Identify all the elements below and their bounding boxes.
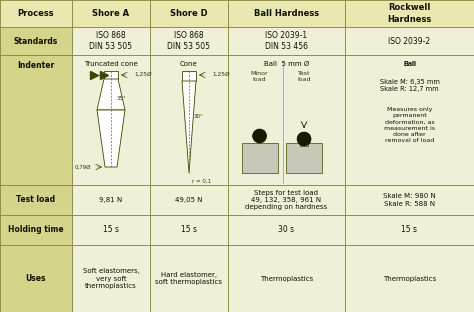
Text: Measures only
permanent
deformation, as
measurement is
done after
removal of loa: Measures only permanent deformation, as … (384, 107, 435, 143)
Text: 1,25Ø: 1,25Ø (134, 71, 152, 76)
Text: 30°: 30° (194, 115, 204, 119)
Text: Skale M: 6,35 mm
Skale R: 12,7 mm: Skale M: 6,35 mm Skale R: 12,7 mm (380, 79, 439, 92)
Bar (228, 55, 345, 185)
Bar (0, 215, 72, 245)
Text: Cone: Cone (180, 61, 198, 67)
Polygon shape (97, 110, 125, 167)
Bar (150, 185, 228, 215)
Text: ISO 868
DIN 53 505: ISO 868 DIN 53 505 (167, 31, 210, 51)
Text: Minor
load: Minor load (251, 71, 268, 82)
Text: ISO 2039-1
DIN 53 456: ISO 2039-1 DIN 53 456 (265, 31, 308, 51)
Text: Test
load: Test load (297, 71, 311, 82)
Text: Indenter: Indenter (18, 61, 55, 70)
Text: 9,81 N: 9,81 N (100, 197, 123, 203)
Bar (72, 55, 150, 185)
Bar (72, 245, 150, 312)
Text: ISO 2039-2: ISO 2039-2 (388, 37, 430, 46)
Bar (345, 27, 474, 55)
Bar (345, 245, 474, 312)
Text: Shore A: Shore A (92, 9, 129, 18)
Text: Skale M: 980 N
Skale R: 588 N: Skale M: 980 N Skale R: 588 N (383, 193, 436, 207)
Text: Uses: Uses (26, 274, 46, 283)
Bar (242, 143, 278, 173)
Bar (345, 55, 474, 185)
Bar (150, 245, 228, 312)
Bar (72, 215, 150, 245)
Text: Ball: Ball (403, 61, 416, 67)
Bar (345, 215, 474, 245)
Text: Steps for test load
49, 132, 358, 961 N
depending on hardness: Steps for test load 49, 132, 358, 961 N … (246, 189, 328, 211)
Text: Truncated cone: Truncated cone (84, 61, 138, 67)
Text: Holding time: Holding time (8, 226, 64, 235)
Text: 49,05 N: 49,05 N (175, 197, 203, 203)
Text: Standards: Standards (14, 37, 58, 46)
Text: Hard elastomer,
soft thermoplastics: Hard elastomer, soft thermoplastics (155, 272, 222, 285)
Text: Thermoplastics: Thermoplastics (383, 275, 436, 281)
Bar (72, 185, 150, 215)
Bar (72, 27, 150, 55)
Text: Shore D: Shore D (170, 9, 208, 18)
Text: Ball: Ball (403, 61, 416, 67)
Bar (228, 215, 345, 245)
Text: Ball  5 mm Ø: Ball 5 mm Ø (264, 61, 309, 67)
Text: Process: Process (18, 9, 55, 18)
Bar (0, 0, 72, 27)
Polygon shape (97, 79, 125, 110)
Bar (150, 55, 228, 185)
Text: Soft elastomers,
very soft
thermoplastics: Soft elastomers, very soft thermoplastic… (82, 268, 139, 289)
Text: 1,25Ø: 1,25Ø (212, 71, 229, 76)
Bar (228, 0, 345, 27)
Circle shape (253, 129, 266, 143)
Bar (150, 215, 228, 245)
Text: Test load: Test load (17, 196, 55, 204)
Text: Thermoplastics: Thermoplastics (260, 275, 313, 281)
Text: 15 s: 15 s (181, 226, 197, 235)
Text: ISO 868
DIN 53 505: ISO 868 DIN 53 505 (90, 31, 133, 51)
Text: 35°: 35° (117, 95, 127, 100)
Bar (345, 185, 474, 215)
Bar (228, 27, 345, 55)
Bar (0, 185, 72, 215)
Bar (0, 27, 72, 55)
Text: Rockwell
Hardness: Rockwell Hardness (387, 3, 432, 23)
Text: 0,79Ø: 0,79Ø (74, 164, 91, 169)
Bar (150, 0, 228, 27)
Polygon shape (182, 71, 196, 81)
Polygon shape (286, 143, 322, 173)
Text: r = 0,1: r = 0,1 (192, 179, 211, 184)
Polygon shape (182, 81, 196, 173)
Circle shape (297, 132, 311, 146)
Polygon shape (104, 71, 118, 79)
Text: Ball Hardness: Ball Hardness (254, 9, 319, 18)
Bar (150, 27, 228, 55)
Bar (72, 0, 150, 27)
Bar (228, 245, 345, 312)
Text: 30 s: 30 s (278, 226, 294, 235)
Text: 15 s: 15 s (401, 226, 418, 235)
Bar (228, 185, 345, 215)
Text: 15 s: 15 s (103, 226, 119, 235)
Bar (345, 0, 474, 27)
Bar (0, 55, 72, 185)
Bar (0, 245, 72, 312)
